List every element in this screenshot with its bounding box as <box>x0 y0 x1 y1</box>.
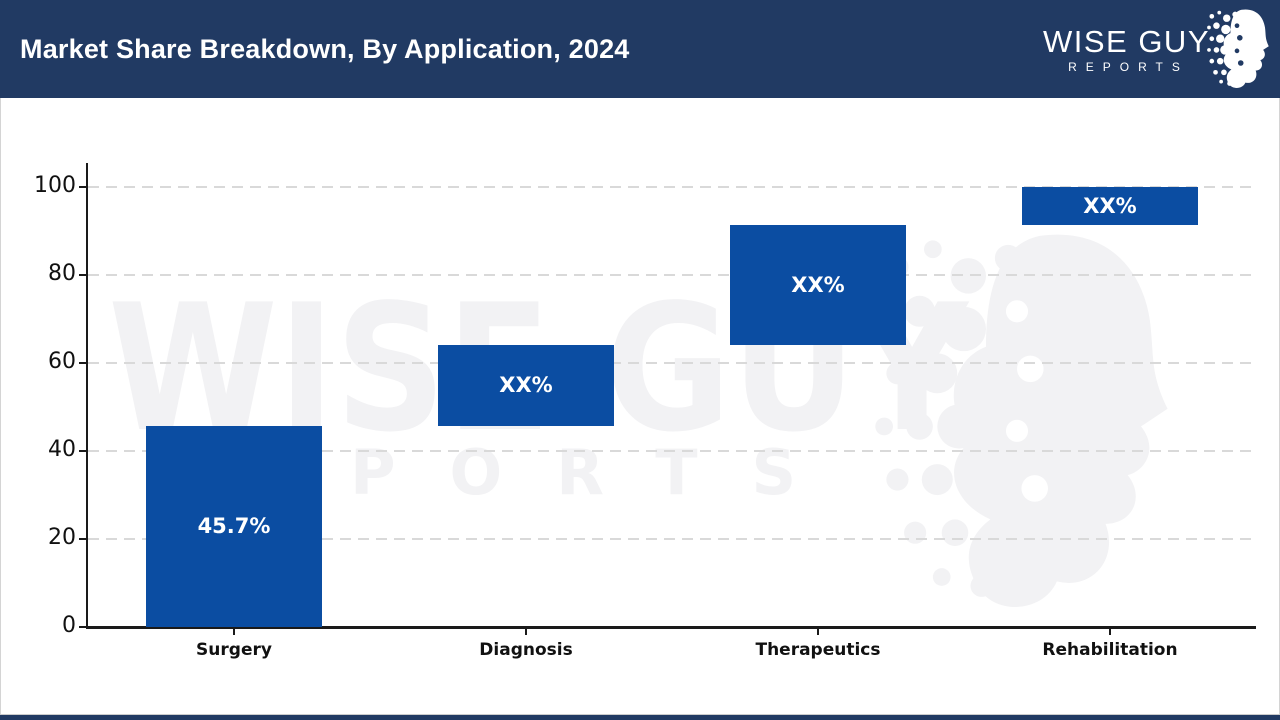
left-edge-line <box>0 98 1 720</box>
x-axis-tick-label-diagnosis: Diagnosis <box>479 640 573 660</box>
x-axis-tick-label-surgery: Surgery <box>196 640 272 660</box>
y-axis-tick-label-20: 20 <box>48 525 76 550</box>
y-axis-tick-label-0: 0 <box>62 613 76 638</box>
y-axis-tick-60 <box>79 362 87 364</box>
brand-wordmark: WISE GUY REPORTS <box>1043 26 1210 73</box>
header-bar: Market Share Breakdown, By Application, … <box>0 0 1280 98</box>
y-axis-tick-0 <box>79 626 87 628</box>
x-axis-tick-rehabilitation <box>1109 627 1111 635</box>
y-axis-tick-100 <box>79 186 87 188</box>
x-axis-tick-label-therapeutics: Therapeutics <box>755 640 881 660</box>
logo-head-icon <box>1207 9 1269 88</box>
x-axis-tick-label-rehabilitation: Rehabilitation <box>1042 640 1178 660</box>
gridline-y-40 <box>88 450 1256 452</box>
x-axis-tick-diagnosis <box>525 627 527 635</box>
x-axis-line <box>86 626 1256 629</box>
bar-value-label-therapeutics: XX% <box>791 272 845 297</box>
bar-diagnosis: XX% <box>438 344 614 426</box>
y-axis-tick-label-80: 80 <box>48 261 76 286</box>
y-axis-tick-label-60: 60 <box>48 349 76 374</box>
footer-bar <box>0 715 1280 720</box>
bar-therapeutics: XX% <box>730 224 906 345</box>
page-title: Market Share Breakdown, By Application, … <box>20 33 630 64</box>
y-axis-line <box>86 163 88 628</box>
bar-value-label-rehabilitation: XX% <box>1083 193 1137 218</box>
bar-value-label-surgery: 45.7% <box>197 514 271 539</box>
y-axis-tick-label-40: 40 <box>48 437 76 462</box>
brand-wordmark-line1: WISE GUY <box>1042 23 1210 59</box>
y-axis-tick-label-100: 100 <box>34 173 76 198</box>
gridline-y-100 <box>88 186 1256 188</box>
footer-divider <box>0 714 1280 715</box>
brand-wordmark-line2: REPORTS <box>1068 59 1189 74</box>
gridline-y-20 <box>88 538 1256 540</box>
gridline-y-60 <box>88 362 1256 364</box>
y-axis-tick-40 <box>79 450 87 452</box>
x-axis-tick-surgery <box>233 627 235 635</box>
y-axis-tick-20 <box>79 538 87 540</box>
gridline-y-80 <box>88 274 1256 276</box>
y-axis-tick-80 <box>79 274 87 276</box>
bar-value-label-diagnosis: XX% <box>499 373 553 398</box>
brand-logo: WISE GUY REPORTS <box>1043 7 1270 91</box>
bar-rehabilitation: XX% <box>1022 187 1198 225</box>
x-axis-tick-therapeutics <box>817 627 819 635</box>
bar-surgery: 45.7% <box>146 425 322 627</box>
